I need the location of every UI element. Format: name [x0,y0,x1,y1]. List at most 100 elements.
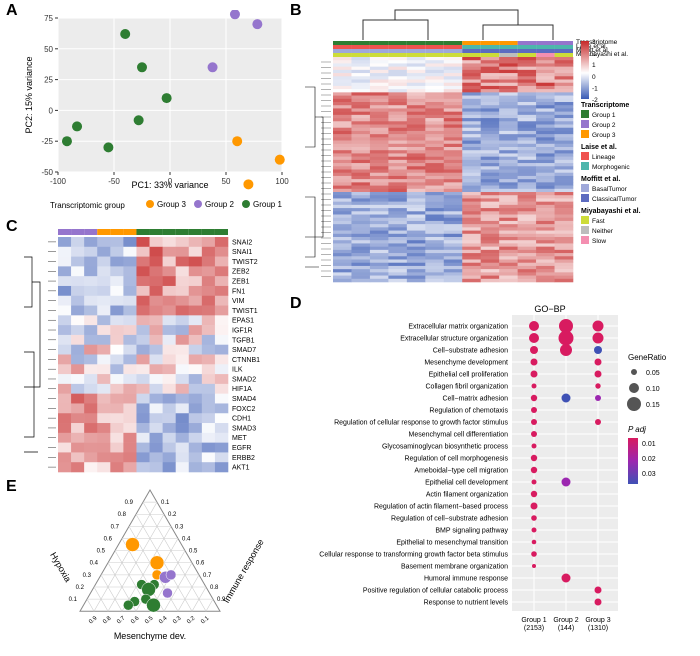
svg-text:SNAI1: SNAI1 [232,249,252,256]
svg-text:0.4: 0.4 [182,536,191,542]
svg-text:(1310): (1310) [588,625,608,632]
svg-text:0.5: 0.5 [144,615,155,625]
svg-text:1: 1 [592,62,596,69]
svg-text:Transcriptomic group: Transcriptomic group [50,201,125,210]
svg-text:Regulation of actin filament−b: Regulation of actin filament−based proce… [374,504,509,511]
svg-text:-100: -100 [50,177,67,186]
svg-text:Cell−substrate adhesion: Cell−substrate adhesion [433,348,508,355]
svg-text:Group 1: Group 1 [592,112,616,119]
svg-text:0.7: 0.7 [203,573,212,579]
svg-text:ZEB1: ZEB1 [232,279,250,286]
svg-text:-1: -1 [592,85,598,92]
heatmap-genes: SNAI2SNAI1TWIST2ZEB2ZEB1FN1VIMTWIST1EPAS… [18,225,288,480]
svg-text:Extracellular matrix organizat: Extracellular matrix organization [408,324,508,331]
svg-text:Basement membrane organization: Basement membrane organization [401,564,508,571]
svg-text:Response to nutrient levels: Response to nutrient levels [424,600,509,607]
svg-text:Regulation of cellular respons: Regulation of cellular response to growt… [334,420,508,427]
svg-text:Neither: Neither [592,228,614,235]
svg-text:75: 75 [44,14,53,23]
svg-text:Lineage: Lineage [592,154,616,161]
svg-text:SMAD3: SMAD3 [232,425,256,432]
svg-text:TWIST2: TWIST2 [232,259,258,266]
svg-text:0.4: 0.4 [158,615,169,625]
panel-label-e: E [6,478,17,496]
svg-text:0.7: 0.7 [111,524,120,530]
svg-text:0.9: 0.9 [88,615,99,625]
svg-text:25: 25 [44,76,53,85]
svg-text:0.1: 0.1 [200,615,211,625]
svg-text:3: 3 [592,39,596,46]
svg-text:ERBB2: ERBB2 [232,455,255,462]
svg-text:Moffitt et al.: Moffitt et al. [581,176,620,183]
svg-text:0.02: 0.02 [642,456,656,463]
heatmap-large: TranscriptomeLaise et al.Moffitt et al.M… [295,5,700,295]
svg-text:0: 0 [49,106,54,115]
svg-text:ClassicalTumor: ClassicalTumor [592,196,637,203]
svg-text:Group 2: Group 2 [205,200,234,209]
svg-text:Mesenchyme dev.: Mesenchyme dev. [114,631,186,641]
svg-text:0.3: 0.3 [83,573,92,579]
svg-text:0.2: 0.2 [168,512,177,518]
svg-text:-25: -25 [41,137,53,146]
svg-text:0.5: 0.5 [189,549,198,555]
svg-text:Group 3: Group 3 [157,200,186,209]
svg-text:0.05: 0.05 [646,370,660,377]
svg-text:-50: -50 [108,177,120,186]
svg-text:0.8: 0.8 [210,585,219,591]
svg-text:CDH1: CDH1 [232,416,251,423]
svg-text:CTNNB1: CTNNB1 [232,357,260,364]
svg-text:Group 1: Group 1 [521,617,546,624]
svg-text:Regulation of chemotaxis: Regulation of chemotaxis [429,408,508,415]
svg-text:GeneRatio: GeneRatio [628,353,667,362]
svg-text:SNAI2: SNAI2 [232,239,252,246]
svg-text:0.1: 0.1 [69,597,78,603]
svg-text:Group 1: Group 1 [253,200,282,209]
svg-text:0.9: 0.9 [125,500,134,506]
svg-text:Group 2: Group 2 [592,122,616,129]
svg-text:(2153): (2153) [524,625,544,632]
svg-text:Slow: Slow [592,238,606,245]
svg-text:Miyabayashi et al.: Miyabayashi et al. [581,208,641,215]
svg-text:TGFB1: TGFB1 [232,337,255,344]
svg-text:Actin filament organization: Actin filament organization [426,492,508,499]
svg-text:0.4: 0.4 [90,561,99,567]
svg-text:(144): (144) [558,625,574,632]
svg-text:ILK: ILK [232,367,243,374]
svg-text:0: 0 [592,74,596,81]
svg-text:0.8: 0.8 [118,512,127,518]
svg-text:0.6: 0.6 [104,536,113,542]
svg-text:AKT1: AKT1 [232,465,250,472]
svg-text:Transcriptome: Transcriptome [581,102,629,109]
svg-text:0.3: 0.3 [172,615,183,625]
svg-text:Group 3: Group 3 [592,132,616,139]
svg-text:SMAD7: SMAD7 [232,347,256,354]
panel-label-a: A [6,2,18,20]
svg-text:0.7: 0.7 [116,615,127,625]
ternary-plot: 0.10.10.10.20.20.20.30.30.30.40.40.40.50… [20,480,280,655]
svg-text:ZEB2: ZEB2 [232,269,250,276]
svg-text:Cellular response to transform: Cellular response to transforming growth… [319,552,508,559]
svg-text:IGF1R: IGF1R [232,327,253,334]
svg-text:TWIST1: TWIST1 [232,308,258,315]
svg-text:Group 2: Group 2 [553,617,578,624]
svg-text:FN1: FN1 [232,288,245,295]
svg-text:Epithelial to mesenchymal tran: Epithelial to mesenchymal transition [396,540,508,547]
svg-text:0.1: 0.1 [161,500,170,506]
svg-text:EGFR: EGFR [232,445,251,452]
svg-text:0.03: 0.03 [642,471,656,478]
svg-text:Collagen fibril organization: Collagen fibril organization [426,384,509,391]
svg-text:Group 3: Group 3 [585,617,610,624]
svg-text:Fast: Fast [592,218,605,225]
svg-text:Humoral immune response: Humoral immune response [424,576,508,583]
svg-text:EPAS1: EPAS1 [232,318,254,325]
svg-text:PC1: 33% variance: PC1: 33% variance [131,180,208,190]
svg-text:Glycosaminoglycan biosynthetic: Glycosaminoglycan biosynthetic process [382,444,509,451]
svg-text:0.3: 0.3 [175,524,184,530]
svg-text:100: 100 [275,177,289,186]
svg-text:BMP signaling pathway: BMP signaling pathway [435,528,508,535]
svg-text:P adj: P adj [628,425,646,434]
svg-text:Mesenchymal cell differentiati: Mesenchymal cell differentiation [409,432,509,439]
svg-text:0.2: 0.2 [76,585,85,591]
svg-text:0.2: 0.2 [186,615,197,625]
svg-text:Epithelial cell proliferation: Epithelial cell proliferation [429,372,508,379]
